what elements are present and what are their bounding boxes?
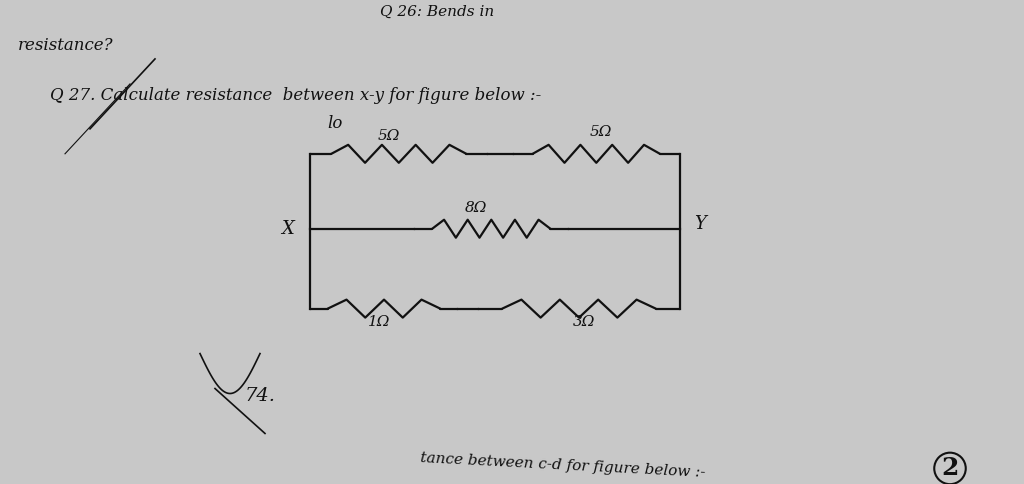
Text: 74.: 74. <box>245 387 275 405</box>
Text: resistance?: resistance? <box>18 37 114 54</box>
Text: Y: Y <box>694 215 706 233</box>
Text: tance between c-d for figure below :-: tance between c-d for figure below :- <box>420 451 706 480</box>
Text: 2: 2 <box>941 456 958 481</box>
Text: 8Ω: 8Ω <box>465 201 487 215</box>
Text: 5Ω: 5Ω <box>590 125 612 139</box>
Text: lo: lo <box>328 115 343 132</box>
Text: Q 26: Bends in: Q 26: Bends in <box>380 5 495 19</box>
Text: 1Ω: 1Ω <box>368 315 390 329</box>
Text: Q 27. Calculate resistance  between x-y for figure below :-: Q 27. Calculate resistance between x-y f… <box>50 88 542 105</box>
Text: 5Ω: 5Ω <box>378 129 400 143</box>
Text: 3Ω: 3Ω <box>572 315 595 329</box>
Text: X: X <box>282 220 295 238</box>
